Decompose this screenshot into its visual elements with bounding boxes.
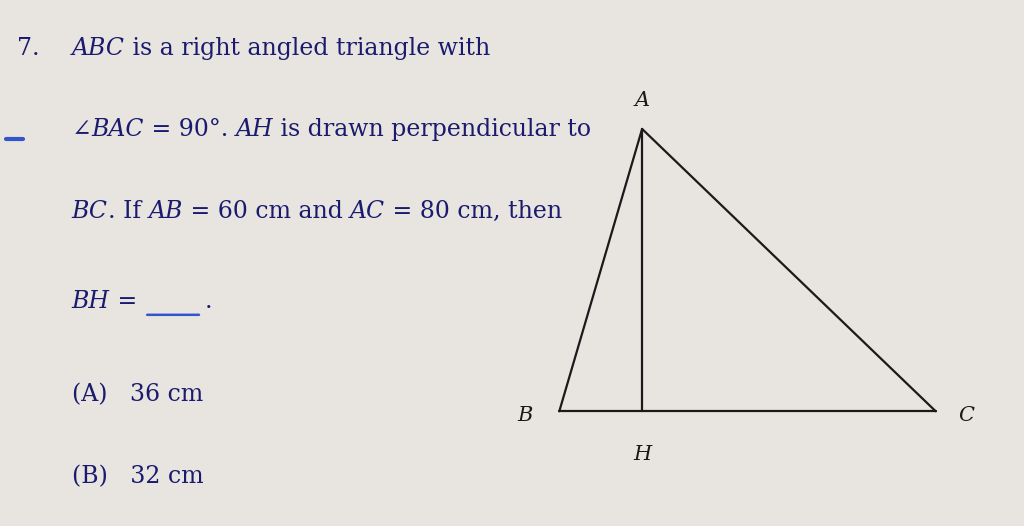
- Text: = 60 cm and: = 60 cm and: [182, 200, 350, 223]
- Text: A: A: [635, 91, 649, 110]
- Text: .: .: [205, 289, 212, 312]
- Text: (B)   32 cm: (B) 32 cm: [72, 465, 204, 488]
- Text: AH: AH: [236, 118, 273, 141]
- Text: ∠: ∠: [72, 118, 91, 141]
- Text: BH: BH: [72, 289, 110, 312]
- Text: C: C: [958, 406, 975, 424]
- Text: AC: AC: [350, 200, 385, 223]
- Text: BC: BC: [72, 200, 108, 223]
- Text: BAC: BAC: [91, 118, 144, 141]
- Text: 7.: 7.: [17, 37, 40, 60]
- Text: is a right angled triangle with: is a right angled triangle with: [125, 37, 489, 60]
- Text: H: H: [633, 445, 651, 464]
- Text: = 80 cm, then: = 80 cm, then: [385, 200, 562, 223]
- Text: (A)   36 cm: (A) 36 cm: [72, 383, 203, 406]
- Text: . If: . If: [108, 200, 148, 223]
- Text: ABC: ABC: [72, 37, 125, 60]
- Text: AB: AB: [148, 200, 182, 223]
- Text: = 90°.: = 90°.: [144, 118, 236, 141]
- Text: =: =: [110, 289, 144, 312]
- Text: B: B: [517, 406, 532, 424]
- Text: is drawn perpendicular to: is drawn perpendicular to: [273, 118, 592, 141]
